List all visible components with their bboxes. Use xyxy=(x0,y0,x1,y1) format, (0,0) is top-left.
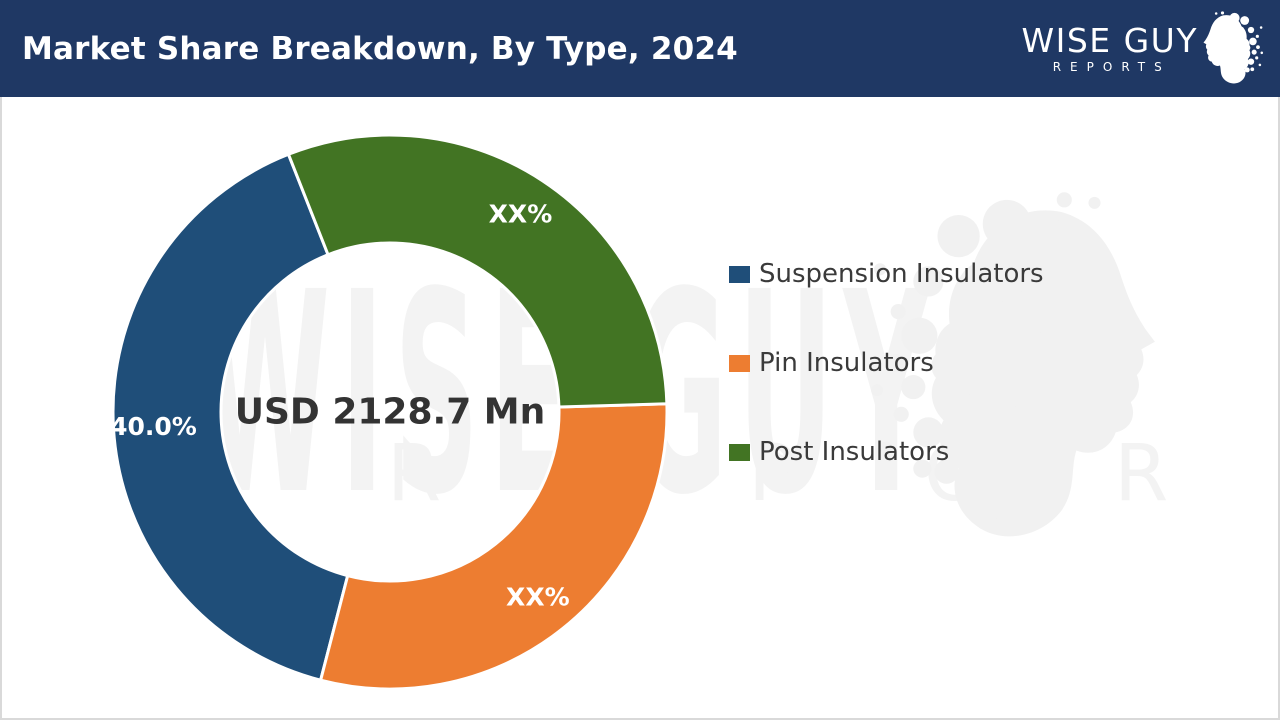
logo-tagline: REPORTS xyxy=(1052,60,1171,74)
donut-center-label: USD 2128.7 Mn xyxy=(235,392,545,433)
chart-canvas: WISE GUY R E P O R T S 40.0%XX%XX%USD 21… xyxy=(0,97,1280,720)
logo-text: WISE GUY REPORTS xyxy=(1021,24,1198,73)
donut-chart: 40.0% XX% XX% USD 2128.7 Mn xyxy=(110,133,669,691)
chart-legend: Suspension Insulators Pin Insulators Pos… xyxy=(729,259,1044,467)
donut-slice-pin-insulators xyxy=(319,402,669,691)
legend-swatch-pin-insulators xyxy=(729,354,750,372)
legend-item-post-insulators: Post Insulators xyxy=(729,437,1044,467)
dotted-face-logo-icon xyxy=(1203,10,1264,83)
logo-name: WISE GUY xyxy=(1021,21,1198,60)
wise-guy-reports-logo: WISE GUY REPORTS xyxy=(1021,10,1264,87)
slice-data-label: XX% xyxy=(489,200,553,229)
legend-swatch-suspension-insulators xyxy=(729,265,750,283)
slice-data-label: XX% xyxy=(506,583,570,612)
legend-item-suspension-insulators: Suspension Insulators xyxy=(729,259,1044,289)
legend-label-suspension-insulators: Suspension Insulators xyxy=(759,259,1044,289)
legend-label-pin-insulators: Pin Insulators xyxy=(759,348,934,378)
header-bar: Market Share Breakdown, By Type, 2024 WI… xyxy=(0,0,1280,97)
donut-slice-suspension-insulators xyxy=(111,152,350,682)
legend-swatch-post-insulators xyxy=(729,443,750,461)
donut-slice-post-insulators xyxy=(286,133,669,409)
slice-data-label: 40.0% xyxy=(110,412,197,441)
page-title: Market Share Breakdown, By Type, 2024 xyxy=(22,30,738,67)
legend-item-pin-insulators: Pin Insulators xyxy=(729,348,1044,378)
legend-label-post-insulators: Post Insulators xyxy=(759,437,950,467)
